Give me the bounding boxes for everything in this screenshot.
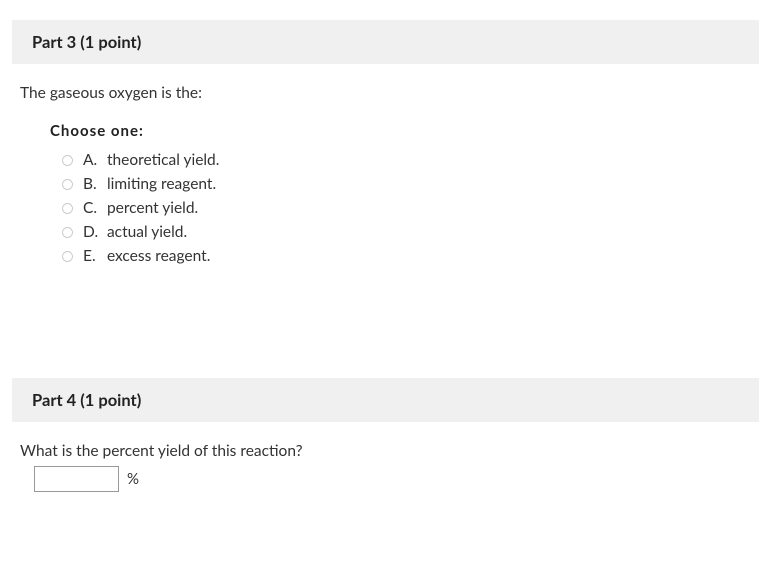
option-b-label: B. limiting reagent. bbox=[83, 175, 216, 193]
option-a-row[interactable]: A. theoretical yield. bbox=[62, 148, 771, 172]
part4-header-text: Part 4 (1 point) bbox=[32, 390, 141, 410]
option-e-label: E. excess reagent. bbox=[83, 247, 210, 265]
part3-question: The gaseous oxygen is the: bbox=[0, 64, 771, 102]
percent-unit-label: % bbox=[127, 470, 139, 488]
part3-header: Part 3 (1 point) bbox=[12, 20, 759, 64]
part4-section: Part 4 (1 point) What is the percent yie… bbox=[0, 378, 771, 492]
radio-icon[interactable] bbox=[62, 251, 73, 262]
option-b-row[interactable]: B. limiting reagent. bbox=[62, 172, 771, 196]
part4-question: What is the percent yield of this reacti… bbox=[0, 422, 771, 460]
radio-icon[interactable] bbox=[62, 203, 73, 214]
radio-icon[interactable] bbox=[62, 179, 73, 190]
part4-header: Part 4 (1 point) bbox=[12, 378, 759, 422]
option-c-label: C. percent yield. bbox=[83, 199, 198, 217]
option-c-row[interactable]: C. percent yield. bbox=[62, 196, 771, 220]
radio-icon[interactable] bbox=[62, 227, 73, 238]
part3-options: A. theoretical yield. B. limiting reagen… bbox=[0, 148, 771, 268]
choose-one-label: Choose one: bbox=[0, 102, 771, 148]
radio-icon[interactable] bbox=[62, 155, 73, 166]
percent-yield-input[interactable] bbox=[34, 466, 119, 492]
option-e-row[interactable]: E. excess reagent. bbox=[62, 244, 771, 268]
option-a-label: A. theoretical yield. bbox=[83, 151, 219, 169]
part4-answer-row: % bbox=[0, 460, 771, 492]
part3-header-text: Part 3 (1 point) bbox=[32, 32, 141, 52]
part3-section: Part 3 (1 point) The gaseous oxygen is t… bbox=[0, 20, 771, 358]
option-d-row[interactable]: D. actual yield. bbox=[62, 220, 771, 244]
option-d-label: D. actual yield. bbox=[83, 223, 187, 241]
